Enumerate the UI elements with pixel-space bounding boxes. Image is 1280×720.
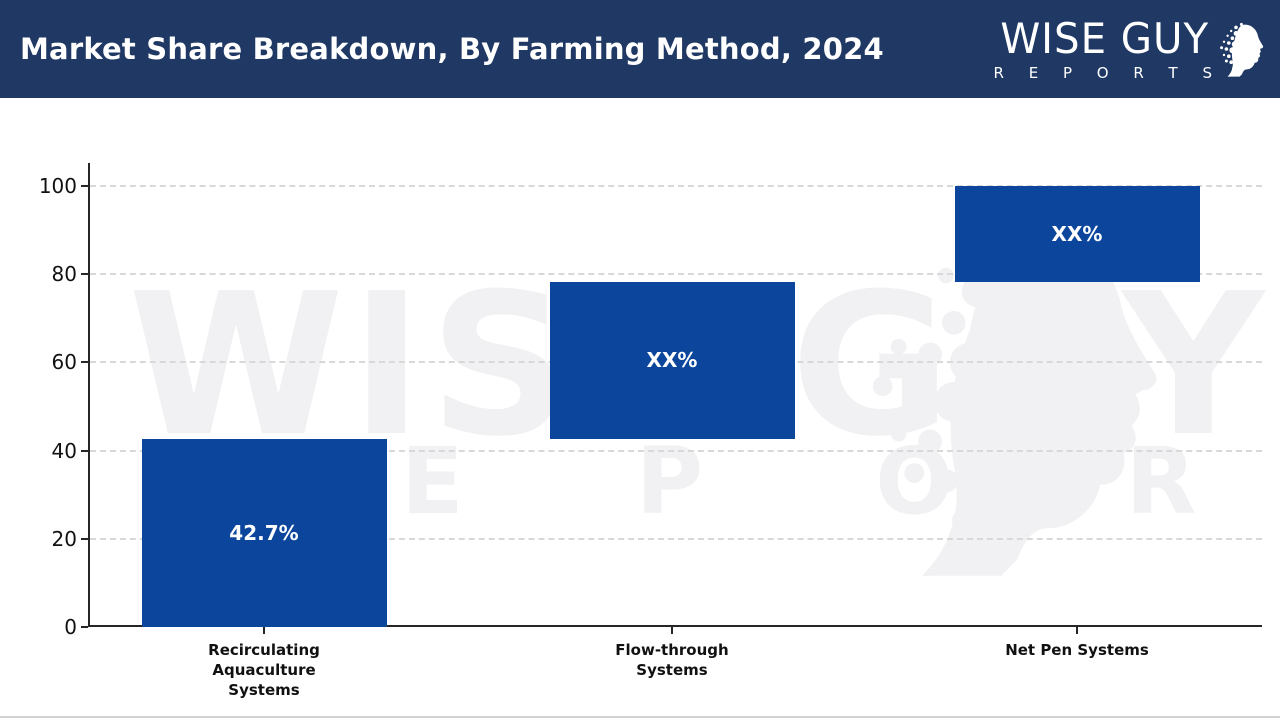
x-category-label: Flow-through Systems bbox=[615, 641, 729, 679]
logo-reports-label: R E P O R T S bbox=[993, 63, 1222, 82]
dotted-head-profile-icon bbox=[1220, 22, 1264, 77]
y-tick-label: 100 bbox=[38, 174, 77, 198]
bar-value-label: XX% bbox=[646, 348, 698, 373]
y-tick-mark bbox=[81, 449, 88, 452]
y-gridline bbox=[90, 273, 1262, 276]
y-tick-mark bbox=[81, 537, 88, 540]
y-tick-mark bbox=[81, 626, 88, 628]
y-tick-label: 0 bbox=[64, 615, 77, 639]
y-tick-mark bbox=[81, 361, 88, 364]
logo-wordmark: WISE GUY bbox=[1000, 13, 1210, 63]
x-tick-mark bbox=[1076, 627, 1078, 634]
y-gridline bbox=[90, 537, 1262, 540]
header-bar: Market Share Breakdown, By Farming Metho… bbox=[0, 0, 1280, 98]
y-gridline bbox=[90, 185, 1262, 187]
wise-guy-reports-logo: WISE GUY R E P O R T S bbox=[988, 7, 1266, 91]
x-tick-mark bbox=[671, 627, 673, 634]
plot-area bbox=[88, 163, 1262, 627]
y-tick-label: 60 bbox=[51, 350, 77, 375]
bar-segment bbox=[549, 282, 795, 439]
page-title: Market Share Breakdown, By Farming Metho… bbox=[20, 32, 884, 66]
bar-value-label: XX% bbox=[1051, 222, 1103, 247]
x-category-label: Recirculating Aquaculture Systems bbox=[208, 641, 320, 699]
y-tick-label: 40 bbox=[51, 438, 77, 463]
y-gridline bbox=[90, 449, 1262, 452]
x-tick-mark bbox=[263, 627, 265, 634]
y-tick-mark bbox=[81, 273, 88, 276]
x-category-label: Net Pen Systems bbox=[1005, 641, 1149, 659]
y-tick-label: 80 bbox=[51, 262, 77, 287]
bar-segment bbox=[141, 438, 387, 627]
y-tick-mark bbox=[81, 185, 88, 187]
logo-text-block: WISE GUY R E P O R T S bbox=[988, 13, 1222, 82]
y-tick-label: 20 bbox=[51, 526, 77, 551]
bar-value-label: 42.7% bbox=[229, 520, 299, 545]
bottom-divider bbox=[0, 716, 1280, 718]
